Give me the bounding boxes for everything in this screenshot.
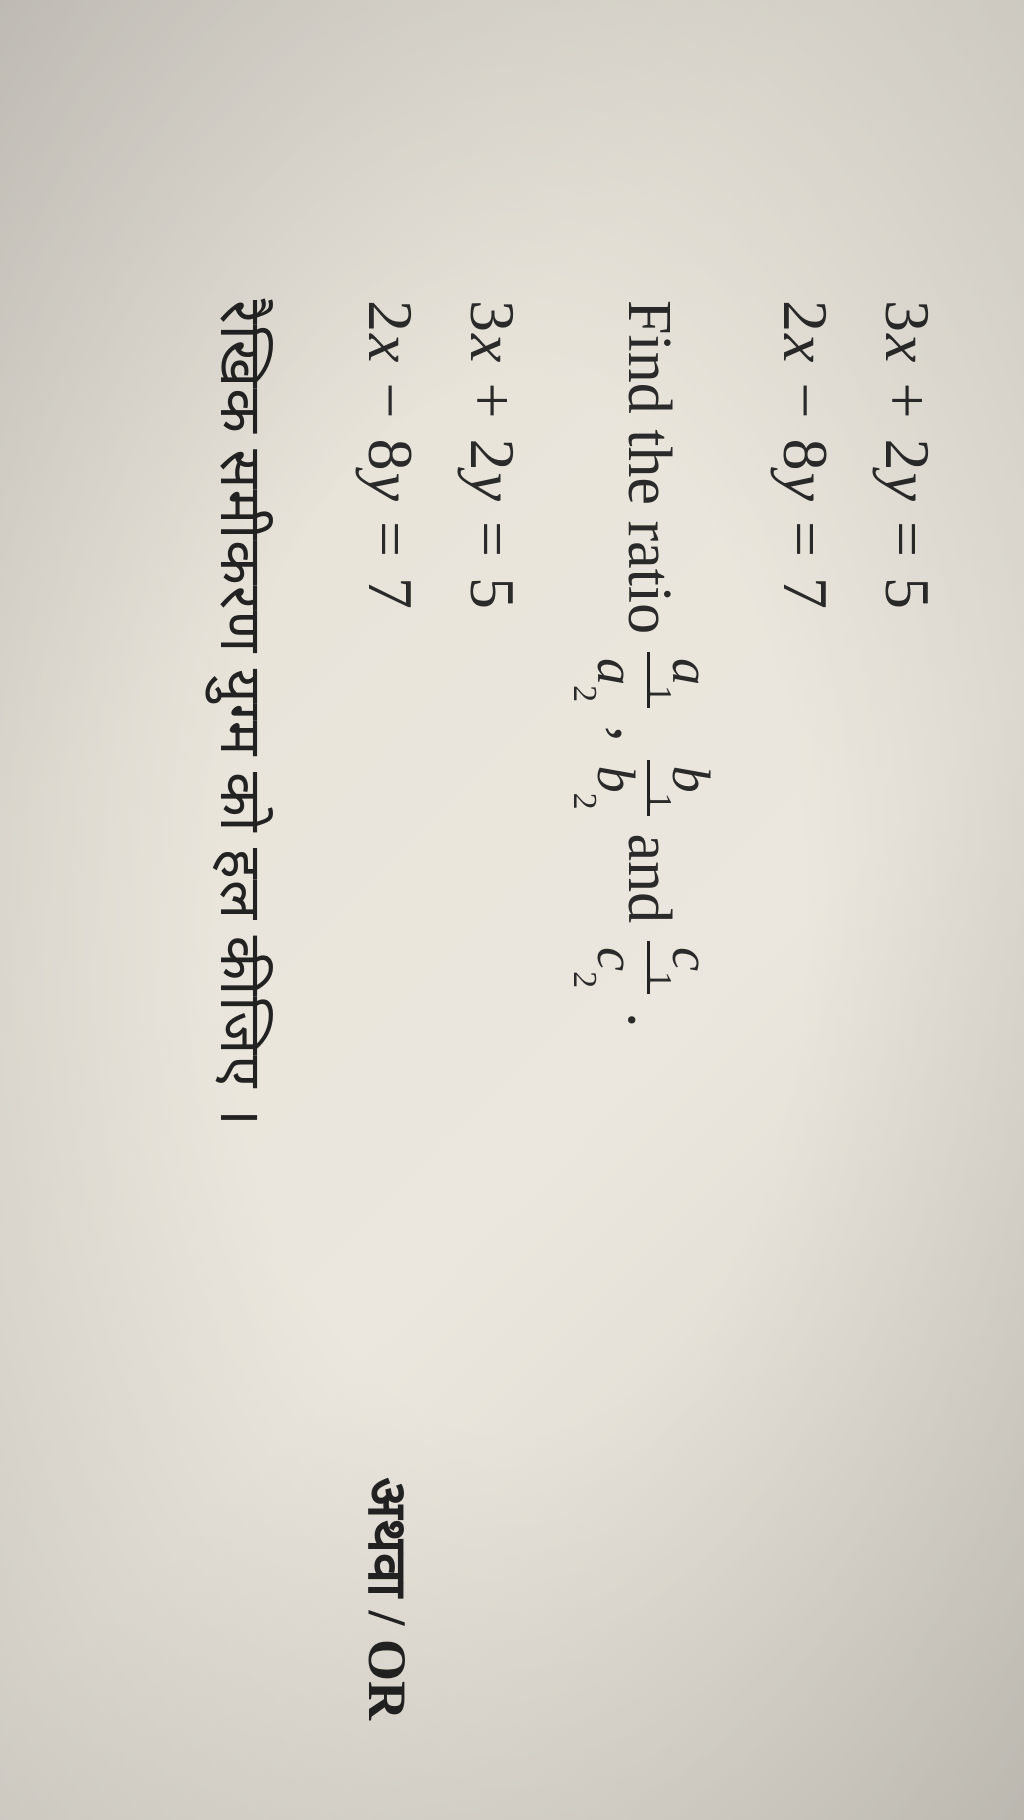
equation-1: 3x + 2y = 5 bbox=[870, 300, 944, 1760]
document-page: 3x + 2y = 5 2x − 8y = 7 Find the ratio a… bbox=[0, 0, 1024, 1820]
equation-4: 2x − 8y = 7 bbox=[353, 300, 427, 611]
alternative-label: अथवा / OR bbox=[353, 1477, 427, 1720]
bottom-row: 3x + 2y = 5 2x − 8y = 7 अथवा / OR bbox=[353, 300, 529, 1760]
find-ratio-instruction: Find the ratio a1 a2 , b1 b2 and c1 c2 . bbox=[579, 300, 718, 1760]
instruction-conjunction: and bbox=[613, 834, 684, 924]
separator: , bbox=[599, 726, 670, 742]
ratio-c: c1 c2 bbox=[579, 941, 718, 994]
equation-3: 3x + 2y = 5 bbox=[455, 300, 529, 611]
instruction-suffix: . bbox=[613, 1012, 684, 1028]
equation-2: 2x − 8y = 7 bbox=[768, 300, 842, 1760]
hindi-instruction: रैखिक समीकरण युग्म को हल कीजिए । bbox=[204, 300, 283, 1760]
ratio-a: a1 a2 bbox=[579, 652, 718, 708]
instruction-prefix: Find the ratio bbox=[613, 300, 684, 634]
ratio-b: b1 b2 bbox=[579, 760, 718, 816]
equation-group-bottom: 3x + 2y = 5 2x − 8y = 7 bbox=[353, 300, 529, 611]
